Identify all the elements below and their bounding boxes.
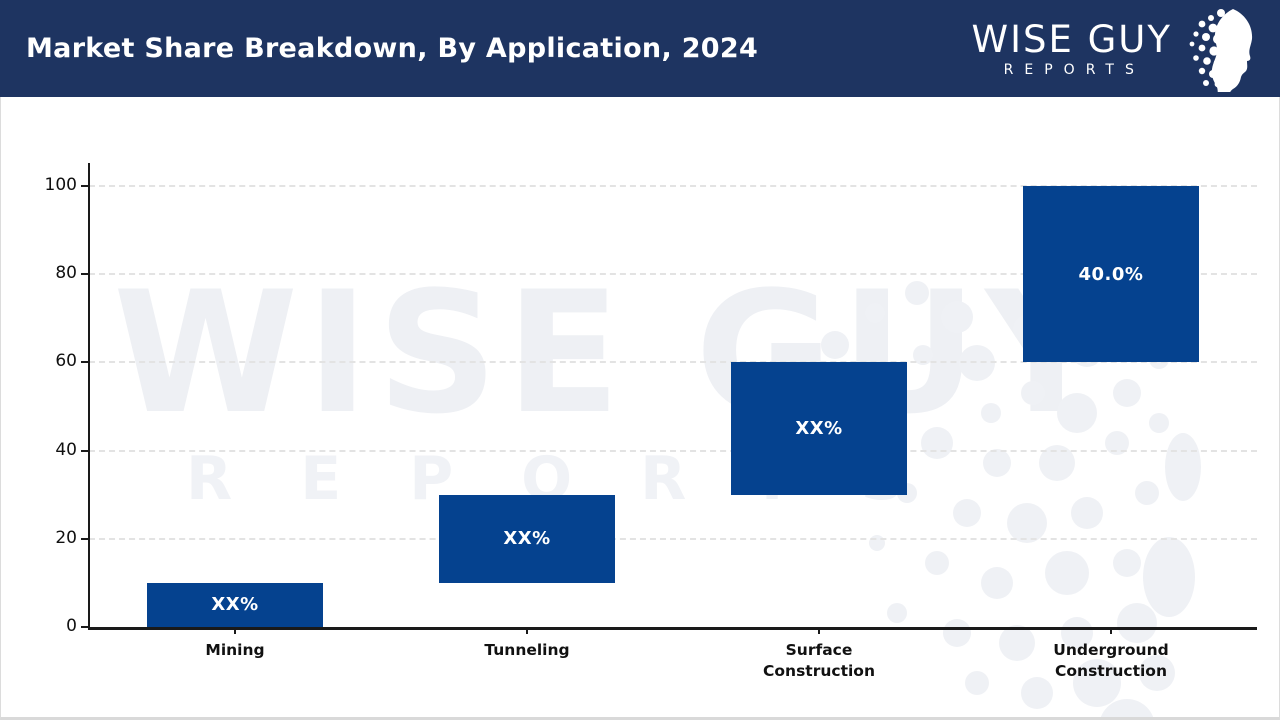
x-tick-mark: [234, 627, 236, 634]
y-tick-label: 40: [55, 439, 77, 460]
logo-face-icon: [1189, 8, 1253, 92]
logo-wordmark: WISE GUY REPORTS: [972, 21, 1172, 77]
bar-value-label: XX%: [211, 594, 259, 616]
y-tick-label: 100: [44, 175, 77, 195]
x-tick-label: Underground Construction: [1053, 641, 1169, 680]
x-tick-label: Mining: [205, 641, 265, 659]
watermark-wordmark: WISE GUY: [113, 255, 1116, 451]
bar-mining: XX%: [147, 582, 323, 627]
x-tick-mark: [818, 627, 820, 634]
x-tick-mark: [526, 627, 528, 634]
header-bar: Market Share Breakdown, By Application, …: [0, 0, 1280, 97]
gridline-y80: [89, 273, 1257, 276]
bar-surface-construction: XX%: [731, 362, 907, 495]
bar-tunneling: XX%: [439, 494, 615, 583]
y-tick-label: 80: [55, 263, 77, 284]
y-tick-mark: [81, 537, 89, 540]
chart-canvas: WISE GUY REPORTS 0 20 40 60 80 100 XX% Mining XX…: [0, 97, 1280, 720]
y-tick-mark: [81, 185, 89, 187]
brand-logo: WISE GUY REPORTS: [972, 6, 1254, 92]
bar-underground-construction: 40.0%: [1023, 186, 1199, 363]
y-tick-mark: [81, 626, 89, 628]
x-tick-label: Tunneling: [484, 641, 570, 659]
y-axis-line: [88, 163, 90, 629]
x-tick-mark: [1110, 627, 1112, 634]
gridline-y20: [89, 537, 1257, 540]
x-tick-label: Surface Construction: [763, 641, 875, 680]
bar-value-label: 40.0%: [1078, 263, 1144, 285]
gridline-y40: [89, 449, 1257, 452]
y-tick-mark: [81, 449, 89, 452]
y-tick-mark: [81, 273, 89, 276]
gridline-y60: [89, 361, 1257, 364]
y-tick-mark: [81, 361, 89, 364]
x-axis-line: [88, 627, 1257, 630]
chart-title: Market Share Breakdown, By Application, …: [26, 33, 759, 64]
y-tick-label: 20: [55, 527, 77, 548]
bar-value-label: XX%: [503, 528, 551, 550]
y-tick-label: 60: [55, 351, 77, 372]
logo-wordmark-text: WISE GUY: [971, 17, 1172, 61]
gridline-y100: [89, 185, 1257, 187]
y-tick-label: 0: [66, 616, 77, 636]
logo-subtext: REPORTS: [1003, 61, 1145, 78]
bar-value-label: XX%: [795, 418, 843, 440]
